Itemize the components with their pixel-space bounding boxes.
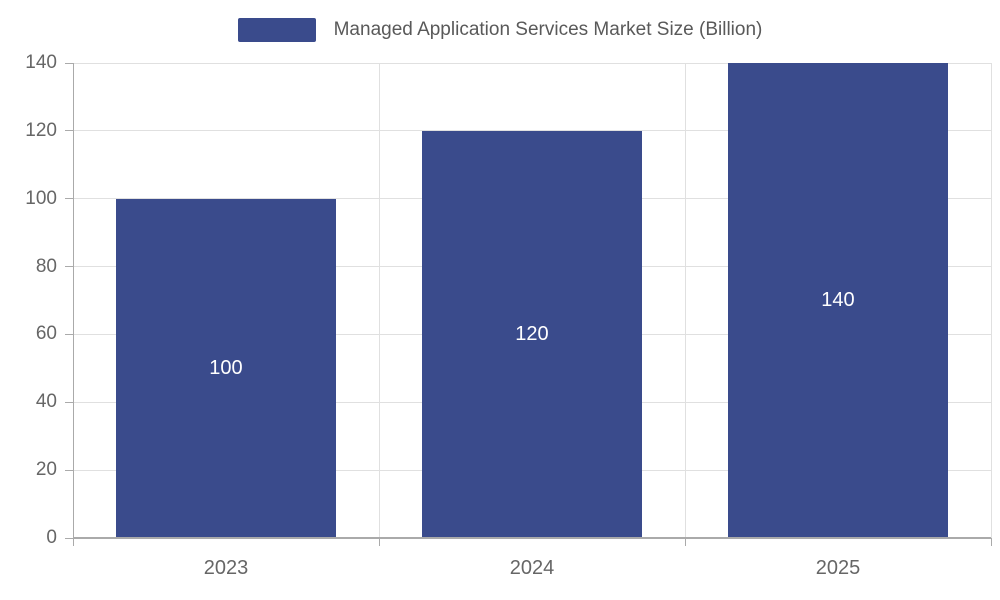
y-tick-label: 80 xyxy=(35,255,57,277)
x-axis-tick xyxy=(990,538,992,546)
x-axis-labels: 2023 2024 2025 xyxy=(73,552,991,584)
legend-swatch xyxy=(237,18,316,42)
bar-2025: 140 xyxy=(727,63,949,538)
plot-area: 100 120 140 xyxy=(65,62,992,546)
y-axis-tick xyxy=(65,198,73,200)
bar-2023: 100 xyxy=(115,198,337,538)
y-axis-line xyxy=(73,63,74,546)
y-axis-tick xyxy=(65,62,73,64)
y-axis-tick xyxy=(65,130,73,132)
x-tick-label: 2025 xyxy=(815,557,861,579)
y-tick-label: 60 xyxy=(35,323,57,345)
y-axis-tick xyxy=(65,266,73,268)
v-gridline xyxy=(990,63,992,538)
y-tick-label: 40 xyxy=(35,391,57,413)
h-gridline xyxy=(73,130,991,132)
y-axis-tick xyxy=(65,401,73,403)
y-tick-label: 140 xyxy=(25,52,57,73)
bar-value-label: 120 xyxy=(515,322,549,345)
x-axis-tick xyxy=(684,538,686,546)
y-axis-tick xyxy=(65,333,73,335)
x-tick-label: 2023 xyxy=(203,557,249,579)
x-axis-tick xyxy=(378,538,380,546)
bar-value-label: 140 xyxy=(821,289,855,311)
v-gridline xyxy=(684,63,686,538)
v-gridline xyxy=(378,63,380,538)
y-axis-labels: 0 20 40 60 80 100 120 140 xyxy=(0,52,57,548)
x-axis-line xyxy=(73,537,991,539)
y-axis-tick xyxy=(65,537,73,539)
y-tick-label: 100 xyxy=(25,187,57,209)
h-gridline xyxy=(73,62,991,64)
y-tick-label: 120 xyxy=(25,119,57,141)
bar-value-label: 100 xyxy=(209,356,243,379)
y-tick-label: 20 xyxy=(35,459,57,481)
legend-label: Managed Application Services Market Size… xyxy=(333,19,763,40)
x-axis-tick xyxy=(72,538,74,546)
y-axis-tick xyxy=(65,469,73,471)
chart-legend[interactable]: Managed Application Services Market Size… xyxy=(0,18,1000,42)
y-tick-label: 0 xyxy=(46,527,57,548)
x-tick-label: 2024 xyxy=(509,557,555,579)
bar-2024: 120 xyxy=(421,130,643,538)
